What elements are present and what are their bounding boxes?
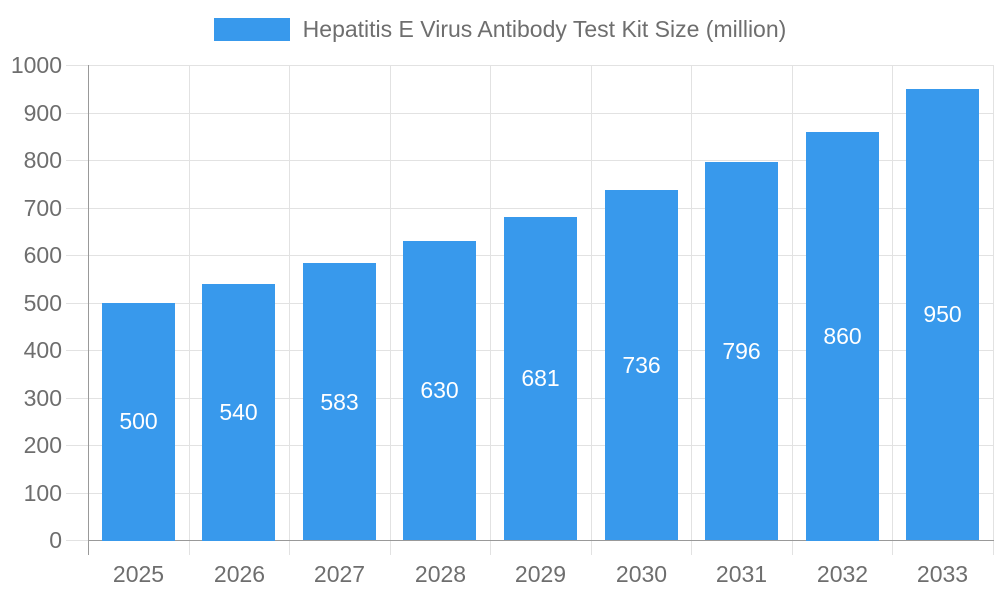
bar [102, 303, 175, 541]
h-gridline [88, 65, 993, 66]
y-axis-label: 0 [49, 527, 62, 553]
v-gridline [591, 65, 592, 555]
y-axis-label: 400 [23, 337, 62, 363]
v-gridline [691, 65, 692, 555]
y-axis-label: 300 [23, 385, 62, 411]
y-axis-label: 1000 [10, 52, 62, 78]
v-gridline [490, 65, 491, 555]
chart-legend: Hepatitis E Virus Antibody Test Kit Size… [0, 16, 1000, 43]
y-axis-tick [66, 65, 88, 66]
y-axis-tick [66, 493, 88, 494]
bar [202, 284, 275, 541]
bar-value-label: 950 [923, 301, 962, 327]
y-axis-tick [66, 445, 88, 446]
bar-value-label: 630 [420, 377, 459, 403]
h-gridline [88, 113, 993, 114]
h-gridline [88, 208, 993, 209]
x-axis-label: 2027 [313, 561, 366, 587]
y-axis-tick [66, 160, 88, 161]
bar [303, 263, 376, 540]
bar [504, 217, 577, 540]
y-axis-tick [66, 303, 88, 304]
v-gridline [892, 65, 893, 555]
bar-value-label: 500 [119, 408, 158, 434]
x-axis-line [88, 540, 994, 541]
y-axis-label: 700 [23, 195, 62, 221]
bar [906, 89, 979, 540]
v-gridline [289, 65, 290, 555]
x-axis-label: 2025 [112, 561, 165, 587]
x-axis-label: 2029 [514, 561, 567, 587]
bar-value-label: 736 [622, 352, 661, 378]
v-gridline [993, 65, 994, 555]
v-gridline [390, 65, 391, 555]
y-axis-line [88, 65, 89, 555]
x-axis-label: 2031 [715, 561, 768, 587]
y-axis-label: 200 [23, 432, 62, 458]
bar [403, 241, 476, 540]
bar-value-label: 681 [521, 365, 560, 391]
y-axis-label: 800 [23, 147, 62, 173]
bar-value-label: 540 [219, 399, 258, 425]
y-axis-label: 600 [23, 242, 62, 268]
y-axis-tick [66, 540, 88, 541]
x-axis-label: 2030 [615, 561, 668, 587]
x-axis-label: 2033 [916, 561, 969, 587]
legend-label: Hepatitis E Virus Antibody Test Kit Size… [302, 16, 787, 42]
v-gridline [792, 65, 793, 555]
x-axis-label: 2028 [414, 561, 467, 587]
h-gridline [88, 160, 993, 161]
y-axis-label: 100 [23, 480, 62, 506]
legend-swatch [213, 18, 290, 41]
v-gridline [189, 65, 190, 555]
x-axis-label: 2032 [816, 561, 869, 587]
bar-value-label: 860 [823, 323, 862, 349]
x-axis-label: 2026 [213, 561, 266, 587]
bar [705, 162, 778, 540]
y-axis-label: 500 [23, 290, 62, 316]
bar-value-label: 796 [722, 338, 761, 364]
y-axis-tick [66, 398, 88, 399]
y-axis-tick [66, 350, 88, 351]
y-axis-tick [66, 208, 88, 209]
y-axis-label: 900 [23, 100, 62, 126]
bar [605, 190, 678, 540]
bar [806, 132, 879, 541]
y-axis-tick [66, 113, 88, 114]
bar-value-label: 583 [320, 389, 359, 415]
y-axis-tick [66, 255, 88, 256]
